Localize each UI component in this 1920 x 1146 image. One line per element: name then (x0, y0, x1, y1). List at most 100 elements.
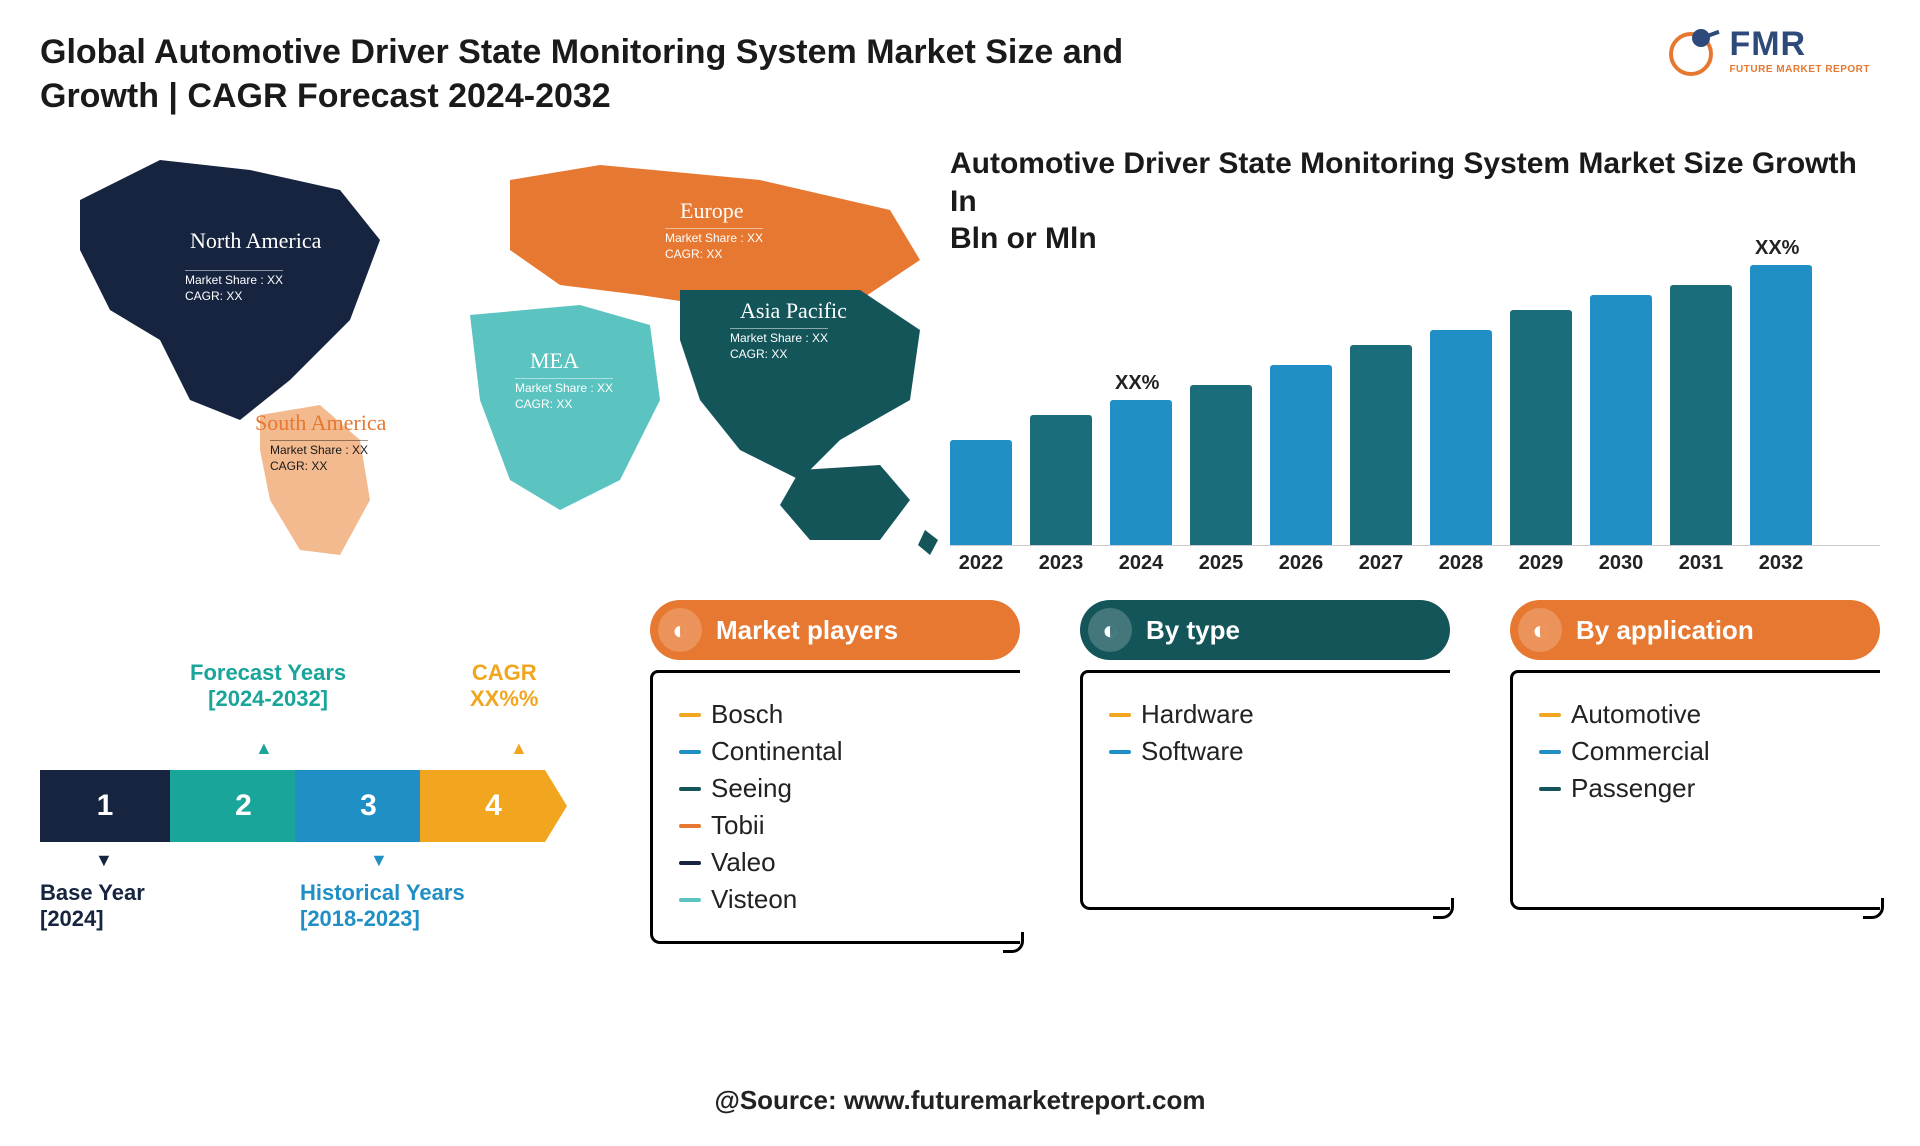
step-arrow: 1 (40, 770, 170, 842)
page-title: Global Automotive Driver State Monitorin… (40, 30, 1140, 118)
chart-annotation-start: XX% (1115, 372, 1159, 395)
pill-dot-icon: ◐ (1088, 608, 1132, 652)
caption-cagr: CAGRXX%% (470, 660, 538, 713)
step-arrow: 4 (420, 770, 545, 842)
panel-item: Seeing (679, 773, 1010, 804)
map-label-na: North America (190, 230, 321, 252)
caption-forecast: Forecast Years[2024-2032] (190, 660, 346, 713)
globe-telescope-icon (1661, 20, 1721, 80)
pill-dot-icon: ◐ (658, 608, 702, 652)
chart-x-label: 2030 (1590, 552, 1652, 575)
fmr-logo: FMR FUTURE MARKET REPORT (1661, 20, 1870, 80)
chart-bar (1590, 295, 1652, 545)
step-number: 4 (485, 789, 502, 823)
panel-list: Bosch Continental Seeing Tobii Valeo Visteon (650, 670, 1020, 944)
region-nz (918, 530, 938, 555)
chart-bar (1350, 345, 1412, 545)
panel-item: Automotive (1539, 699, 1870, 730)
caption-base: Base Year[2024] (40, 880, 145, 933)
panel-item-label: Automotive (1571, 699, 1701, 730)
step-arrow: 3 (295, 770, 420, 842)
item-color-tick (1539, 750, 1561, 754)
item-color-tick (1109, 713, 1131, 717)
pointer-forecast-icon: ▲ (255, 738, 273, 759)
chart-x-labels: 2022202320242025202620272028202920302031… (950, 552, 1880, 575)
category-panels: ◐ Market players Bosch Continental Seeing Tob… (650, 600, 1880, 944)
map-sub-ap: Market Share : XXCAGR: XX (730, 328, 828, 362)
panel-item: Tobii (679, 810, 1010, 841)
item-color-tick (1539, 787, 1561, 791)
market-size-bar-chart: Automotive Driver State Monitoring Syste… (950, 145, 1880, 565)
step-arrow: 2 (170, 770, 295, 842)
item-color-tick (1539, 713, 1561, 717)
chart-title: Automotive Driver State Monitoring Syste… (950, 145, 1880, 258)
chart-bar (1510, 310, 1572, 545)
chart-x-label: 2023 (1030, 552, 1092, 575)
pointer-hist-icon: ▼ (370, 850, 388, 871)
step-number: 3 (360, 789, 377, 823)
panel-item-label: Valeo (711, 847, 776, 878)
panel-title: By application (1576, 615, 1754, 646)
chart-annotation-end: XX% (1755, 237, 1799, 260)
chart-bar (1430, 330, 1492, 545)
chart-x-label: 2032 (1750, 552, 1812, 575)
step-number: 1 (97, 789, 114, 823)
map-label-mea: MEA (530, 350, 579, 372)
map-label-ap: Asia Pacific (740, 300, 847, 322)
caption-hist: Historical Years[2018-2023] (300, 880, 465, 933)
item-color-tick (1109, 750, 1131, 754)
item-color-tick (679, 787, 701, 791)
chart-x-label: 2028 (1430, 552, 1492, 575)
panel-item-label: Seeing (711, 773, 792, 804)
panel-item: Continental (679, 736, 1010, 767)
category-panel: ◐ By application Automotive Commercial Passe… (1510, 600, 1880, 944)
panel-list: Automotive Commercial Passenger (1510, 670, 1880, 910)
chart-bar (1190, 385, 1252, 545)
panel-item-label: Tobii (711, 810, 764, 841)
panel-pill: ◐ Market players (650, 600, 1020, 660)
panel-item: Passenger (1539, 773, 1870, 804)
chart-x-label: 2026 (1270, 552, 1332, 575)
chart-bar (1270, 365, 1332, 545)
panel-list: Hardware Software (1080, 670, 1450, 910)
panel-item: Valeo (679, 847, 1010, 878)
panel-item-label: Commercial (1571, 736, 1710, 767)
chart-x-label: 2029 (1510, 552, 1572, 575)
item-color-tick (679, 750, 701, 754)
logo-text: FMR (1729, 25, 1870, 64)
source-attribution: @Source: www.futuremarketreport.com (0, 1085, 1920, 1116)
item-color-tick (679, 824, 701, 828)
world-map: North America Market Share : XXCAGR: XX … (40, 140, 940, 560)
panel-item: Software (1109, 736, 1440, 767)
chart-x-label: 2022 (950, 552, 1012, 575)
chart-bar (950, 440, 1012, 545)
step-number: 2 (235, 789, 252, 823)
panel-title: Market players (716, 615, 898, 646)
map-label-eu: Europe (680, 200, 744, 222)
panel-item-label: Passenger (1571, 773, 1695, 804)
chart-bar (1110, 400, 1172, 545)
category-panel: ◐ Market players Bosch Continental Seeing Tob… (650, 600, 1020, 944)
panel-item: Bosch (679, 699, 1010, 730)
map-sub-na: Market Share : XXCAGR: XX (185, 270, 283, 304)
category-panel: ◐ By type Hardware Software (1080, 600, 1450, 944)
map-sub-sa: Market Share : XXCAGR: XX (270, 440, 368, 474)
step-arrows: 1 2 3 4 (40, 770, 545, 842)
chart-x-label: 2031 (1670, 552, 1732, 575)
panel-title: By type (1146, 615, 1240, 646)
pointer-base-icon: ▼ (95, 850, 113, 871)
item-color-tick (679, 861, 701, 865)
pill-dot-icon: ◐ (1518, 608, 1562, 652)
item-color-tick (679, 713, 701, 717)
panel-item-label: Visteon (711, 884, 797, 915)
chart-x-label: 2027 (1350, 552, 1412, 575)
panel-item: Hardware (1109, 699, 1440, 730)
map-label-sa: South America (255, 410, 386, 436)
logo-subtext: FUTURE MARKET REPORT (1729, 64, 1870, 75)
map-sub-eu: Market Share : XXCAGR: XX (665, 228, 763, 262)
panel-pill: ◐ By application (1510, 600, 1880, 660)
panel-pill: ◐ By type (1080, 600, 1450, 660)
pointer-cagr-icon: ▲ (510, 738, 528, 759)
panel-item-label: Bosch (711, 699, 783, 730)
panel-item: Visteon (679, 884, 1010, 915)
